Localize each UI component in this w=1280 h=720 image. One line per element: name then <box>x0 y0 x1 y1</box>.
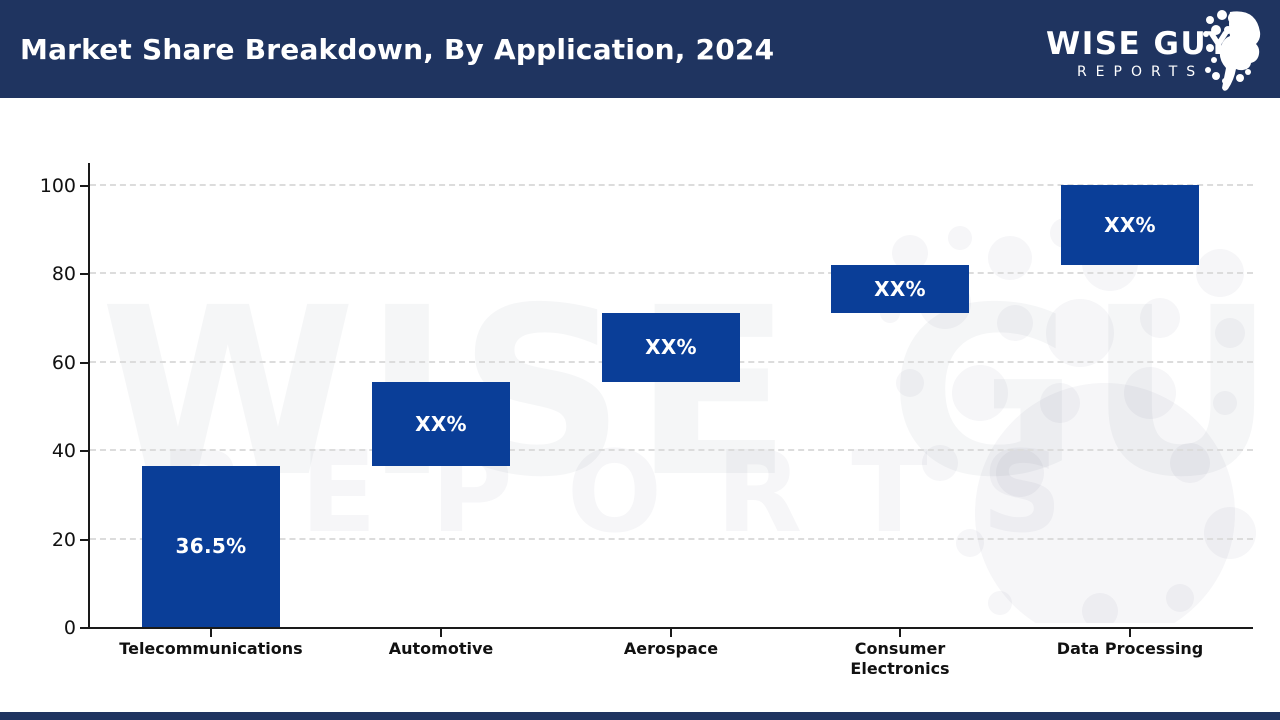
x-axis-spine <box>88 627 1253 629</box>
bar-label: XX% <box>1104 212 1156 237</box>
y-tick <box>80 538 88 541</box>
bar-label: XX% <box>645 335 697 360</box>
logo-wordmark: WISE GUY REPORTS <box>1046 26 1231 80</box>
x-tick-label-line: Telecommunications <box>119 639 303 658</box>
x-tick <box>210 629 212 637</box>
x-tick-label: Data Processing <box>1020 639 1240 659</box>
x-tick-label-line: Consumer <box>854 639 946 658</box>
bar: 36.5% <box>142 465 280 627</box>
y-tick-label: 80 <box>51 263 76 286</box>
y-tick-label: 100 <box>39 175 76 197</box>
logo-head-icon <box>1200 8 1266 96</box>
x-tick <box>670 629 672 637</box>
x-tick <box>440 629 442 637</box>
bar-label: 36.5% <box>175 534 247 559</box>
x-tick-label: Telecommunications <box>101 639 321 659</box>
bar: XX% <box>602 313 740 382</box>
chart-area: WISE GUY REPORTS 02040608010036.5%XX%XX%… <box>0 98 1280 712</box>
x-tick-label-line: Electronics <box>850 659 950 678</box>
x-tick <box>1129 629 1131 637</box>
y-tick-label: 0 <box>63 617 76 639</box>
logo-wordmark-line2: REPORTS <box>1076 64 1205 80</box>
gridline-y20 <box>90 537 1253 540</box>
y-tick <box>80 185 88 187</box>
bar: XX% <box>1061 185 1199 265</box>
x-tick <box>899 629 901 637</box>
bar: XX% <box>831 264 969 314</box>
x-tick-label: Aerospace <box>561 639 781 659</box>
footer-bar <box>0 712 1280 720</box>
header-bar: Market Share Breakdown, By Application, … <box>0 0 1280 98</box>
y-tick-label: 20 <box>51 528 76 551</box>
y-tick <box>80 361 88 364</box>
y-tick-label: 40 <box>51 440 76 463</box>
y-tick <box>80 627 88 629</box>
gridline-y40 <box>90 449 1253 452</box>
bar-label: XX% <box>874 276 926 301</box>
x-tick-label-line: Data Processing <box>1056 639 1204 658</box>
bar-label: XX% <box>415 411 467 436</box>
y-axis-spine <box>88 163 90 629</box>
x-tick-label: Automotive <box>331 639 551 659</box>
bar: XX% <box>372 381 510 466</box>
logo: WISE GUY REPORTS <box>1016 6 1266 94</box>
y-tick-label: 60 <box>51 351 76 374</box>
gridline-y80 <box>90 272 1253 275</box>
logo-wordmark-line1: WISE GUY <box>1046 26 1232 62</box>
y-tick <box>80 273 88 276</box>
page-title: Market Share Breakdown, By Application, … <box>20 32 775 66</box>
y-tick <box>80 450 88 453</box>
x-tick-label: Consumer Electronics <box>790 639 1010 679</box>
gridline-y100 <box>90 184 1253 186</box>
x-tick-label-line: Aerospace <box>623 639 719 658</box>
x-tick-label-line: Automotive <box>388 639 494 658</box>
